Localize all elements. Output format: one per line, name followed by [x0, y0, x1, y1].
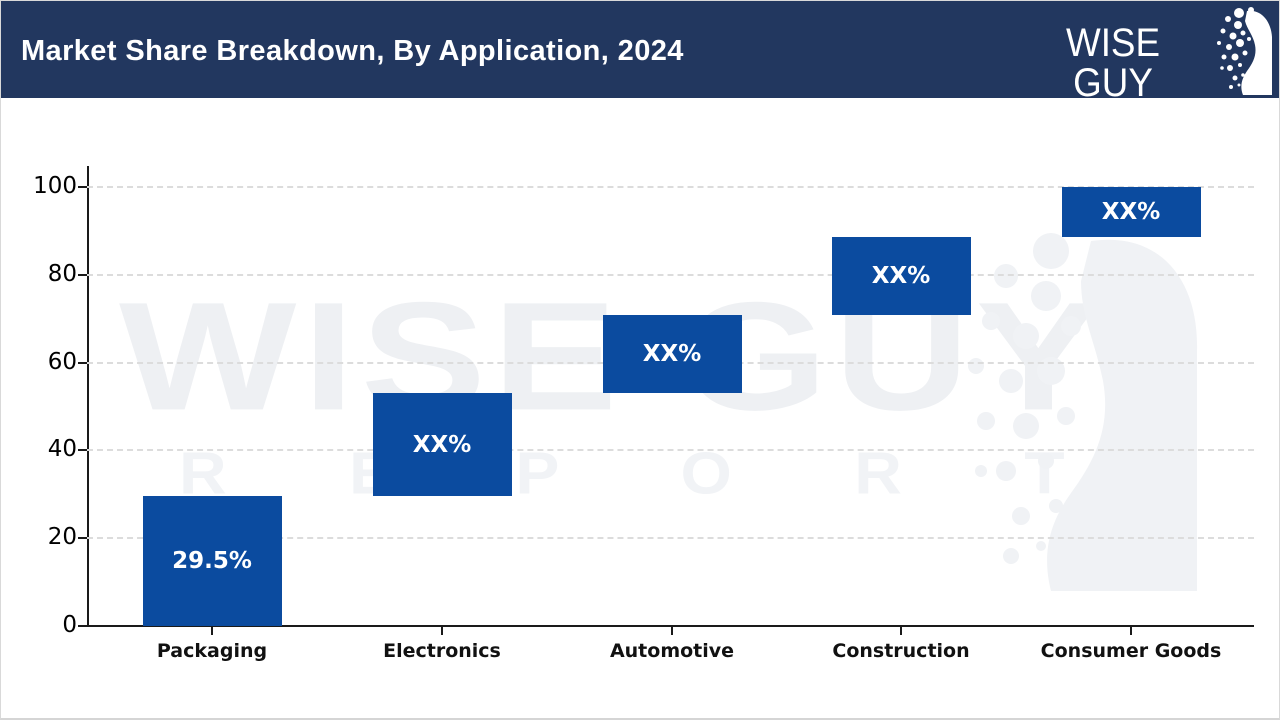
bar-packaging: 29.5% — [142, 496, 282, 626]
bar-value-label: XX% — [642, 341, 702, 368]
y-axis-tick-label: 0 — [62, 612, 77, 638]
x-axis-line — [87, 625, 1254, 627]
y-axis-tick-label: 80 — [47, 260, 77, 287]
y-axis-tick — [78, 361, 87, 364]
gridline-80 — [87, 273, 1254, 276]
gridline-20 — [87, 537, 1254, 540]
x-axis-category-label: Packaging — [156, 640, 268, 662]
x-axis-tick — [900, 627, 902, 635]
bar-electronics: XX% — [372, 393, 512, 497]
y-axis-tick-label: 40 — [47, 436, 77, 463]
header-band: Market Share Breakdown, By Application, … — [1, 1, 1279, 123]
y-axis-line — [87, 166, 89, 626]
bar-value-label: XX% — [1101, 199, 1161, 226]
chart-title: Market Share Breakdown, By Application, … — [21, 35, 684, 67]
x-axis-category-label: Construction — [832, 640, 970, 662]
y-axis-tick — [78, 449, 87, 452]
x-axis-tick — [671, 627, 673, 635]
plot-area: 0 20 40 60 80 100 29.5% Packaging XX% Electronics… — [1, 98, 1279, 718]
bar-value-label: XX% — [871, 263, 931, 290]
y-axis-tick — [78, 625, 87, 627]
x-axis-tick — [1130, 627, 1132, 635]
y-axis-tick-label: 20 — [47, 524, 77, 551]
wiseguy-logo-text: WISE GUY REPORTS — [1023, 23, 1203, 124]
bar-consumer-goods: XX% — [1061, 187, 1201, 238]
y-axis-tick — [78, 537, 87, 540]
x-axis-tick — [211, 627, 213, 635]
y-axis-tick — [78, 273, 87, 276]
gridline-100 — [87, 186, 1254, 188]
x-axis-category-label: Electronics — [383, 640, 501, 662]
bar-construction: XX% — [831, 237, 971, 316]
logo-brand-name: WISE GUY — [1065, 21, 1161, 105]
bar-value-label: XX% — [412, 431, 472, 458]
watermark-head-icon — [968, 233, 1198, 591]
y-axis-tick-label: 60 — [47, 348, 77, 375]
x-axis-category-label: Consumer Goods — [1040, 640, 1222, 662]
wiseguy-logo: WISE GUY REPORTS — [1023, 1, 1273, 123]
y-axis-tick-label: 100 — [33, 173, 77, 199]
logo-brand-subtitle: REPORTS — [1039, 106, 1195, 123]
wiseguy-head-logo-icon — [1217, 7, 1272, 95]
gridline-40 — [87, 449, 1254, 452]
x-axis-category-label: Automotive — [609, 640, 735, 662]
bar-automotive: XX% — [602, 315, 742, 394]
bar-value-label: 29.5% — [172, 548, 252, 575]
y-axis-tick — [78, 186, 87, 188]
x-axis-tick — [441, 627, 443, 635]
